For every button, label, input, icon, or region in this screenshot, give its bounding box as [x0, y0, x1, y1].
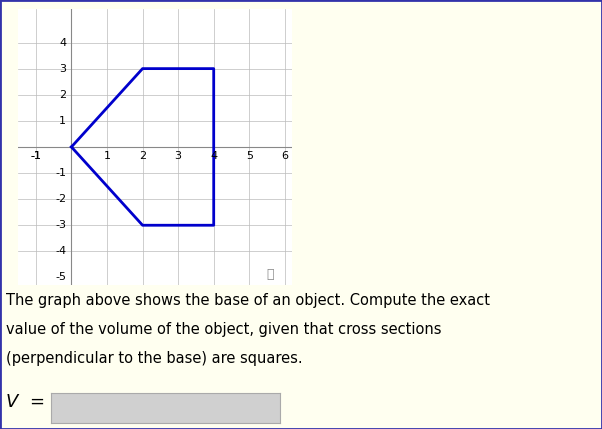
Text: (perpendicular to the base) are squares.: (perpendicular to the base) are squares.	[6, 351, 303, 366]
Text: -3: -3	[55, 220, 66, 230]
Text: 3: 3	[175, 151, 182, 161]
Text: 1: 1	[104, 151, 111, 161]
Text: -1: -1	[30, 151, 42, 161]
Text: 2: 2	[59, 90, 66, 100]
Text: -5: -5	[55, 272, 66, 282]
Text: 5: 5	[246, 151, 253, 161]
Text: $V$: $V$	[5, 393, 20, 411]
Text: 4: 4	[210, 151, 217, 161]
Text: 4: 4	[59, 37, 66, 48]
Text: -2: -2	[55, 194, 66, 204]
Text: 🔍: 🔍	[266, 268, 274, 281]
Text: 2: 2	[139, 151, 146, 161]
Text: value of the volume of the object, given that cross sections: value of the volume of the object, given…	[6, 322, 441, 337]
Text: =: =	[29, 393, 44, 411]
Text: 6: 6	[281, 151, 288, 161]
Text: 1: 1	[59, 116, 66, 126]
Text: The graph above shows the base of an object. Compute the exact: The graph above shows the base of an obj…	[6, 293, 490, 308]
Text: 3: 3	[59, 63, 66, 74]
Text: -1: -1	[55, 168, 66, 178]
Text: -1: -1	[30, 151, 42, 161]
Text: -4: -4	[55, 246, 66, 257]
